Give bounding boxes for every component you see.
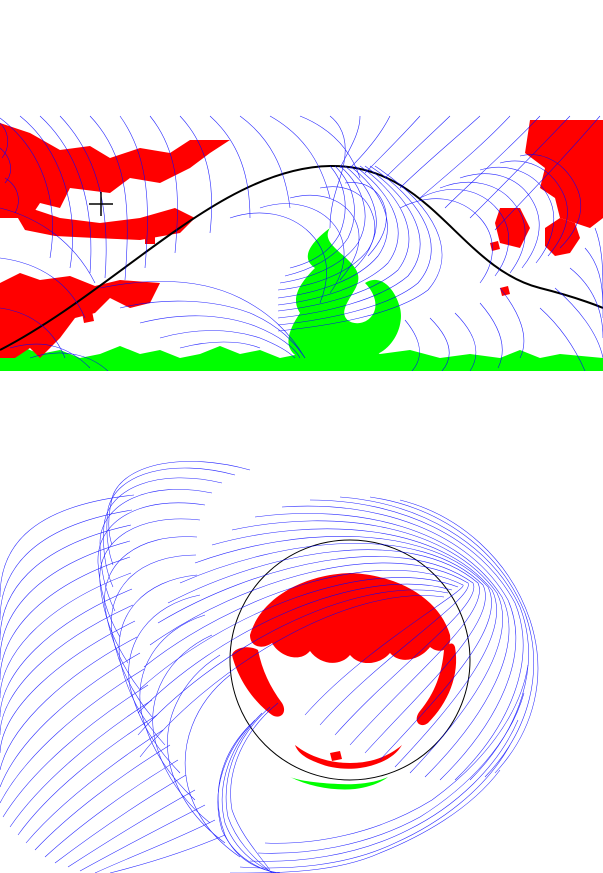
top-panel	[0, 58, 603, 371]
dual-streamplot-figure	[0, 0, 603, 873]
red-mask-dot-small-2	[82, 311, 94, 323]
bottom-panel	[0, 425, 603, 873]
red-mask-region-right	[525, 120, 603, 228]
red-mask-dot-right-small	[490, 241, 500, 251]
bottom-panel-svg	[0, 425, 603, 873]
red-mask-region-center-right	[545, 218, 580, 256]
cross-marker	[89, 192, 113, 216]
